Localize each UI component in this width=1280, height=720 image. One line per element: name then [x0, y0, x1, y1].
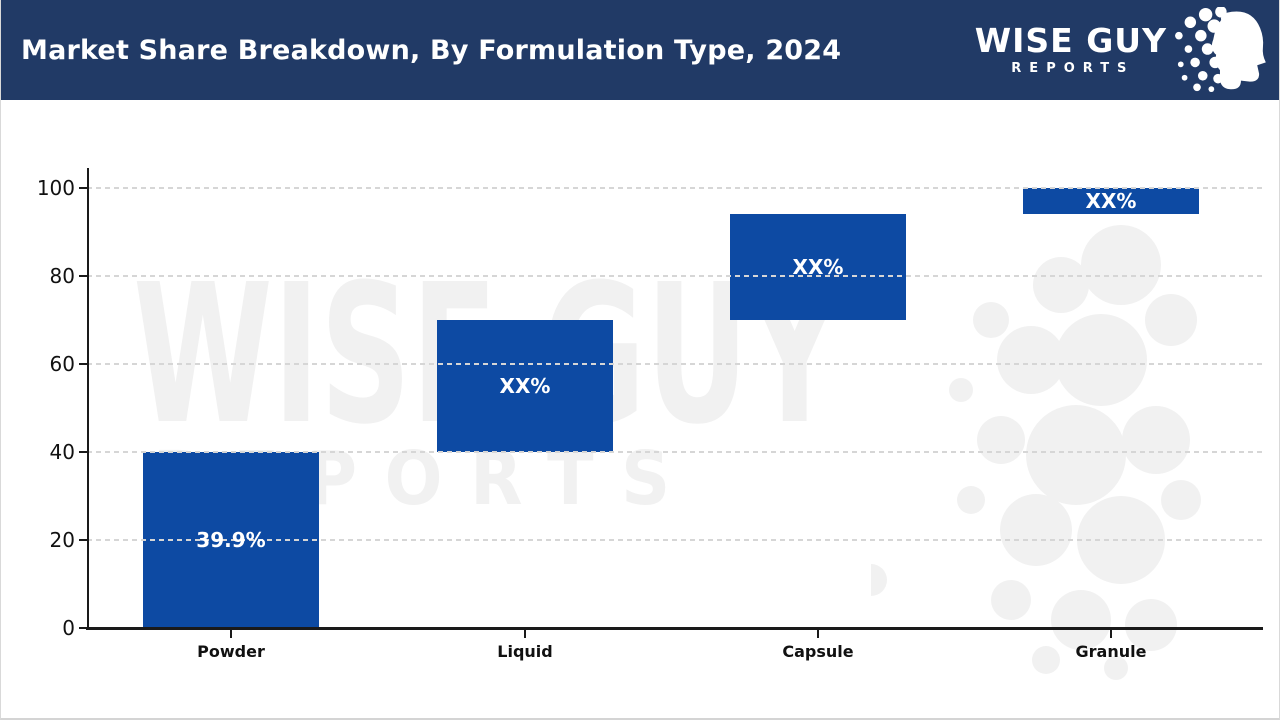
bar-value-label: XX% [792, 255, 844, 280]
x-axis-category-label: Capsule [782, 642, 854, 661]
y-axis-tick-label: 40 [49, 440, 75, 464]
y-axis-tick-label: 20 [49, 528, 75, 552]
y-gridline [87, 539, 1263, 541]
waterfall-bar [1023, 188, 1199, 215]
y-axis-tick [79, 539, 87, 541]
plot: 0 20 40 60 80 100 39.9% Powder XX% Liquid XX% Capsu… [1, 100, 1279, 718]
y-gridline [87, 363, 1263, 365]
y-axis-tick [79, 627, 87, 629]
x-axis [86, 627, 1263, 630]
y-axis-tick [79, 451, 87, 453]
x-axis-tick [230, 630, 232, 638]
y-gridline [87, 451, 1263, 453]
y-axis-tick [79, 275, 87, 277]
x-axis-tick [1110, 630, 1112, 638]
bar-value-label: XX% [499, 374, 551, 399]
logo-wordmark: WISE GUY [974, 20, 1167, 60]
logo-subtext: REPORTS [1011, 60, 1135, 76]
x-axis-tick [817, 630, 819, 638]
x-axis-category-label: Liquid [497, 642, 553, 661]
y-axis-tick [79, 363, 87, 365]
y-gridline [87, 187, 1263, 189]
y-axis-tick-label: 60 [49, 352, 75, 376]
wiseguy-face-icon [1175, 7, 1266, 93]
bar-value-label: XX% [1085, 189, 1137, 214]
x-axis-tick [524, 630, 526, 638]
y-axis-tick-label: 100 [36, 176, 75, 200]
y-axis-tick [79, 187, 87, 189]
y-axis-tick-label: 80 [49, 264, 75, 288]
wiseguy-logo: WISE GUY REPORTS [974, 7, 1279, 93]
waterfall-bar [730, 214, 906, 320]
y-axis-tick-label: 0 [62, 616, 75, 640]
header-bar: Market Share Breakdown, By Formulation T… [1, 0, 1279, 100]
logo-text: WISE GUY REPORTS [974, 20, 1167, 76]
page-title: Market Share Breakdown, By Formulation T… [21, 34, 842, 66]
bar-value-label: 39.9% [196, 528, 266, 553]
y-axis [87, 168, 89, 630]
x-axis-category-label: Granule [1075, 642, 1147, 661]
y-gridline [87, 275, 1263, 277]
x-axis-category-label: Powder [197, 642, 265, 661]
chart-area: WISE GUY REPORTS 0 20 40 60 80 100 39.9% Powder… [1, 100, 1279, 718]
waterfall-bar [437, 320, 613, 453]
watermark-face-icon [871, 225, 1201, 680]
